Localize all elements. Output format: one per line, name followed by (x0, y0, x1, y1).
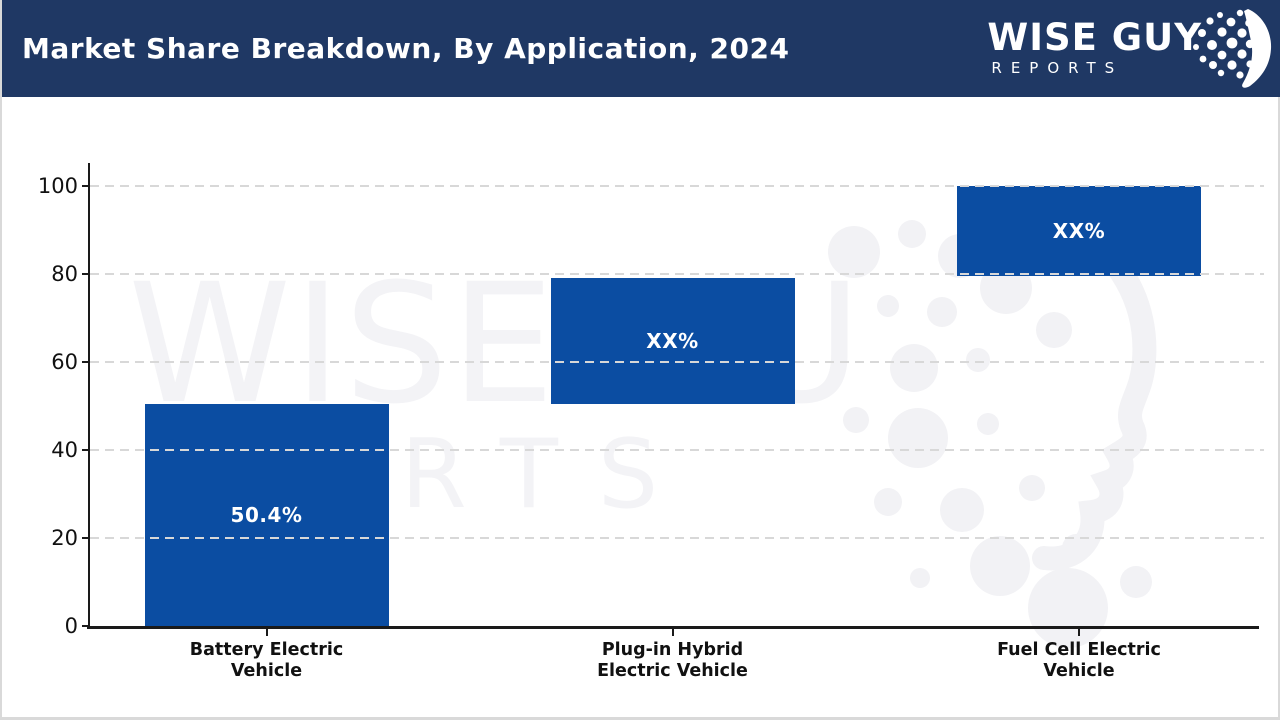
gridline (90, 273, 1264, 275)
gridline (90, 185, 1264, 187)
y-tick-mark (82, 537, 90, 539)
brand-logo-title: WISE GUY (987, 15, 1202, 59)
x-tick-mark (671, 628, 674, 636)
bar-segment (550, 278, 795, 405)
bar-value-label: XX% (646, 329, 699, 354)
brand-face-icon (1193, 9, 1272, 88)
brand-logo: WISE GUY REPORTS (987, 7, 1272, 89)
x-tick-mark (265, 628, 268, 636)
y-tick-label: 100 (37, 174, 78, 198)
x-axis-line (87, 626, 1259, 629)
brand-logo-subtitle: REPORTS (991, 59, 1124, 78)
y-tick-label: 40 (51, 438, 78, 462)
x-category-label: Plug-in Hybrid Electric Vehicle (597, 640, 748, 681)
y-tick-label: 20 (51, 526, 78, 550)
brand-logo-text: WISE GUY REPORTS (987, 15, 1202, 78)
header-bar: Market Share Breakdown, By Application, … (2, 0, 1280, 97)
chart-area: 0 20 40 60 80 100 50.4% XX% XX% Battery Electric … (2, 97, 1280, 720)
y-tick-mark (82, 361, 90, 363)
y-tick-label: 80 (51, 262, 78, 286)
bar-value-label: XX% (1052, 218, 1106, 243)
bar-segment (957, 186, 1201, 276)
bar-value-label: 50.4% (230, 503, 303, 528)
y-tick-label: 0 (64, 614, 78, 638)
y-axis-line (88, 163, 90, 629)
y-tick-mark (82, 273, 90, 275)
x-category-label: Fuel Cell Electric Vehicle (997, 640, 1161, 681)
x-tick-mark (1078, 628, 1080, 636)
gridline (90, 449, 1264, 451)
gridline (90, 361, 1264, 363)
y-tick-mark (82, 625, 90, 627)
bar-segment (144, 404, 389, 626)
y-tick-mark (82, 449, 90, 451)
x-category-label: Battery Electric Vehicle (189, 640, 344, 681)
gridline (90, 537, 1264, 539)
y-tick-label: 60 (51, 350, 78, 374)
page-title: Market Share Breakdown, By Application, … (22, 32, 790, 65)
y-tick-mark (82, 185, 90, 187)
